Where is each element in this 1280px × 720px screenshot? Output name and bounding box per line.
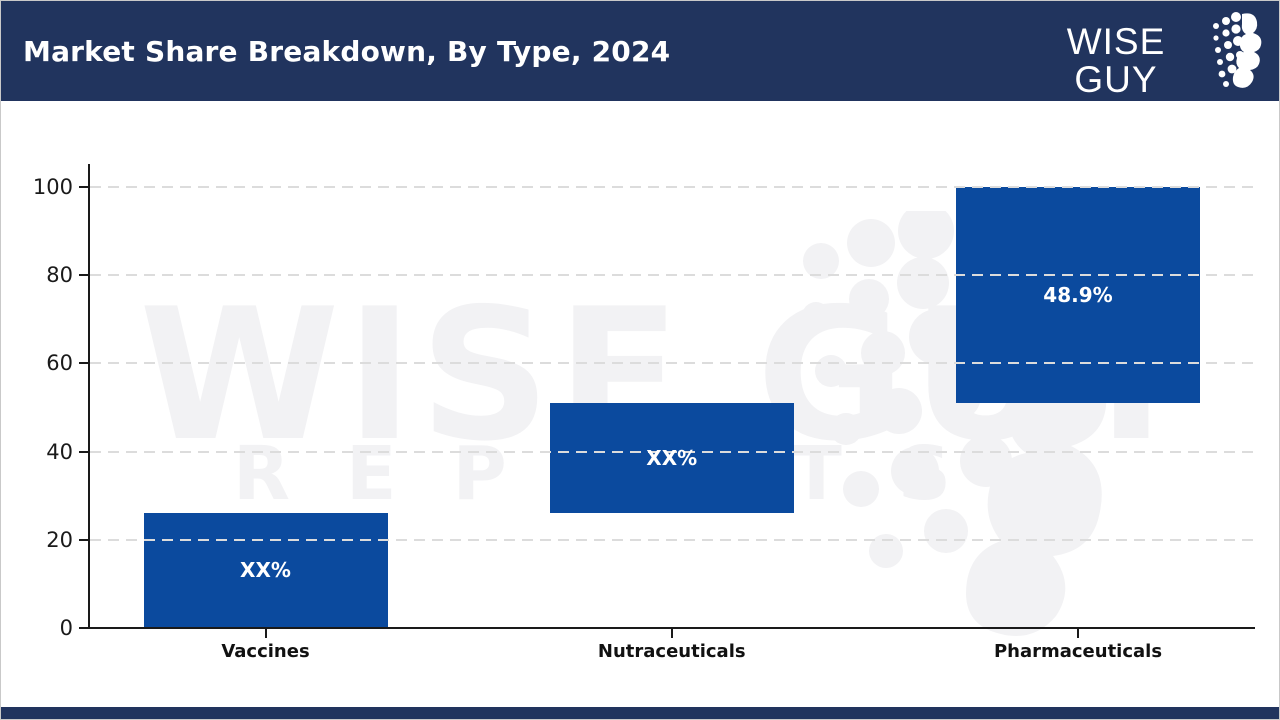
- page-title: Market Share Breakdown, By Type, 2024: [23, 34, 671, 68]
- y-axis-line: [88, 164, 90, 629]
- y-tick-label: 40: [46, 439, 73, 464]
- x-axis-label: Nutraceuticals: [597, 641, 746, 662]
- wise-guy-face-icon: [1213, 12, 1262, 88]
- x-axis-line: [88, 627, 1255, 629]
- gridline-40: [90, 450, 1254, 453]
- bar-pharmaceuticals: [956, 187, 1200, 403]
- x-tick: [670, 629, 673, 638]
- x-tick: [264, 629, 267, 638]
- y-tick: [79, 274, 88, 277]
- y-tick-label: 80: [46, 263, 73, 288]
- x-axis-label: Pharmaceuticals: [993, 641, 1163, 662]
- logo-subtitle: REPORTS: [1056, 102, 1182, 117]
- logo-text: WISE GUY REPORTS: [1027, 21, 1205, 118]
- y-tick-label: 60: [46, 351, 73, 376]
- y-tick-label: 0: [59, 616, 73, 640]
- logo-wordmark: WISE GUY: [1066, 21, 1166, 100]
- header-band: Market Share Breakdown, By Type, 2024 WI…: [1, 1, 1279, 117]
- gridline-100: [90, 186, 1254, 188]
- wise-guy-reports-logo: WISE GUY REPORTS: [1027, 9, 1267, 117]
- plot-area: XX% XX% 48.9% 0 20 40 60 80 100 Vaccines Nutraceut…: [1, 101, 1279, 709]
- y-tick: [79, 450, 88, 453]
- y-tick: [79, 538, 88, 541]
- footer-band: [1, 707, 1279, 719]
- bar-nutraceuticals: [549, 402, 794, 513]
- gridline-80: [90, 274, 1254, 277]
- bar-value-label: XX%: [240, 558, 291, 583]
- y-tick-label: 20: [46, 527, 73, 552]
- y-tick: [79, 627, 88, 629]
- y-tick: [79, 362, 88, 365]
- y-tick: [79, 186, 88, 188]
- x-tick: [1077, 629, 1079, 638]
- watermark-face-icon: [802, 211, 1107, 636]
- bar-value-label: XX%: [646, 445, 698, 470]
- gridline-20: [90, 538, 1254, 541]
- y-tick-label: 100: [32, 175, 73, 199]
- x-axis-label: Vaccines: [221, 641, 310, 662]
- bar-vaccines: [143, 512, 388, 628]
- gridline-60: [90, 362, 1254, 365]
- bar-value-label: 48.9%: [1043, 282, 1113, 307]
